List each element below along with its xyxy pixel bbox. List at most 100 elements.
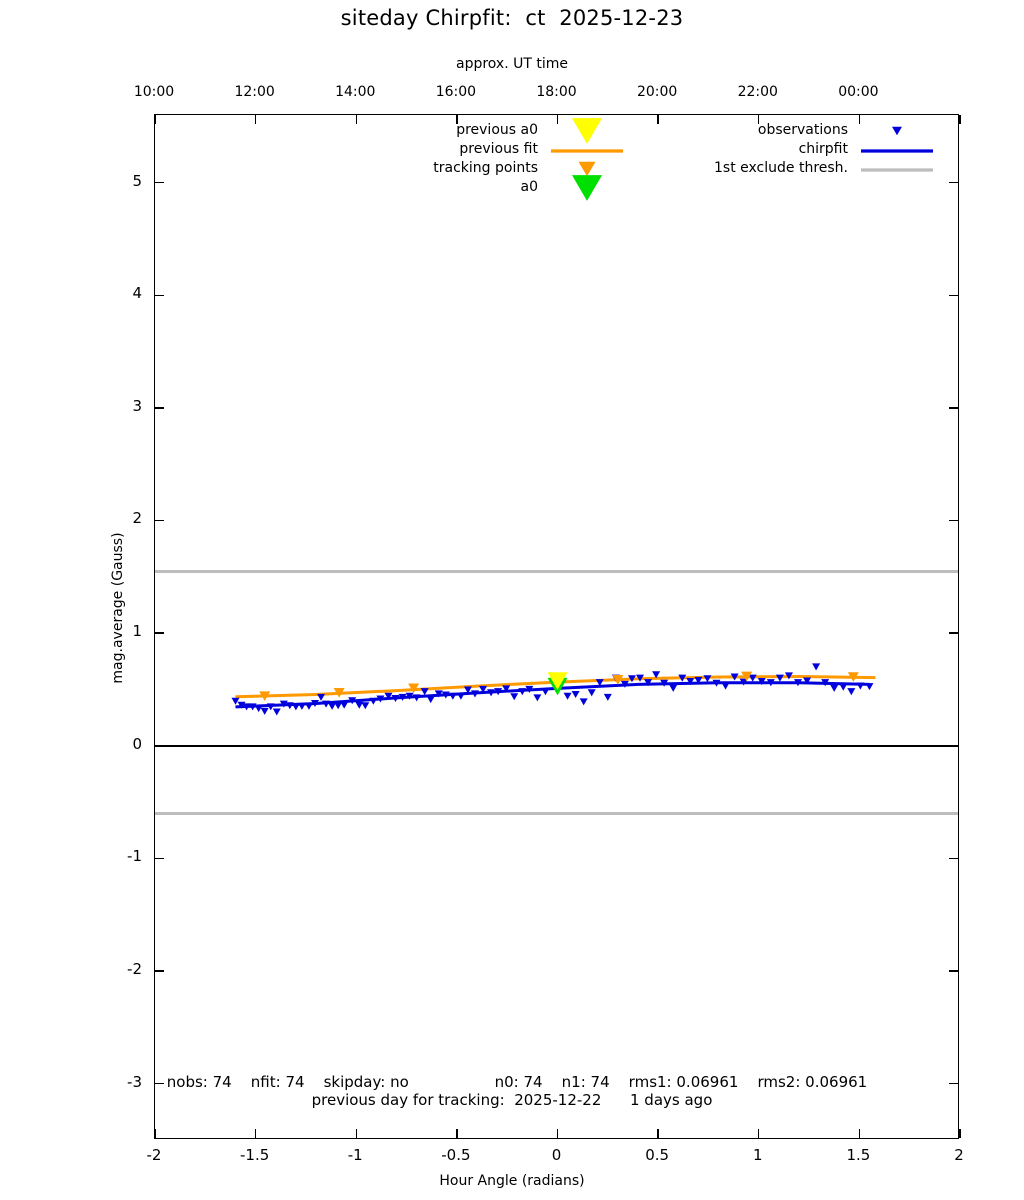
tick-right xyxy=(949,294,958,296)
legend-marker-line xyxy=(855,160,939,179)
observation-marker xyxy=(384,692,393,700)
observation-marker xyxy=(839,683,848,691)
observation-marker xyxy=(739,678,748,686)
observation-marker xyxy=(757,678,766,686)
tick-top xyxy=(456,115,458,124)
observation-marker xyxy=(272,708,281,716)
observation-marker xyxy=(260,707,269,715)
legend-marker-triangle-down-large xyxy=(545,175,629,201)
tracking-point-marker xyxy=(408,683,420,694)
observation-marker xyxy=(571,690,580,699)
tick-left xyxy=(155,294,164,296)
y-tick-label: 0 xyxy=(132,734,142,753)
top-axis-title: approx. UT time xyxy=(456,56,568,72)
legend-label: a0 xyxy=(520,179,539,195)
tick-top xyxy=(858,115,861,124)
tick-left xyxy=(155,181,164,184)
observation-marker xyxy=(494,688,503,696)
observation-marker xyxy=(391,694,400,702)
observation-marker xyxy=(541,688,550,696)
observation-marker xyxy=(595,679,604,687)
observation-marker xyxy=(254,705,263,713)
legend-marker-triangle-down-small xyxy=(545,160,629,179)
observation-marker xyxy=(803,677,812,685)
tick-bottom xyxy=(959,1129,961,1138)
y-tick-labels: -3 -2 -1 0 1 2 3 4 5 xyxy=(100,114,142,1139)
legend-item-chirpfit[interactable]: chirpfit xyxy=(640,141,940,160)
observation-marker xyxy=(348,697,357,705)
observation-marker xyxy=(865,683,874,691)
legend-item-1st-exclude-thresh-[interactable]: 1st exclude thresh. xyxy=(640,160,940,179)
observation-marker xyxy=(376,695,385,703)
top-tick-label: 18:00 xyxy=(536,84,577,100)
tick-right xyxy=(949,181,958,184)
observation-marker xyxy=(420,688,429,696)
legend-marker-triangle-down-large xyxy=(545,118,629,144)
observation-marker xyxy=(830,684,839,692)
tick-bottom xyxy=(858,1129,861,1138)
previous-a0-marker xyxy=(547,672,568,690)
tick-bottom xyxy=(355,1129,357,1138)
x-tick-label: 2 xyxy=(954,1146,964,1164)
observation-marker xyxy=(456,692,465,700)
data-series-layer xyxy=(231,663,876,716)
tracking-point-marker xyxy=(741,671,753,682)
observation-marker xyxy=(322,700,331,708)
y-tick-label: -2 xyxy=(127,960,142,979)
observation-marker xyxy=(766,679,775,687)
x-tick-label: -2 xyxy=(146,1146,162,1164)
observation-marker xyxy=(730,673,739,681)
tick-right xyxy=(949,632,958,634)
legend-left: previous a0 previous fit tracking points a0 xyxy=(330,118,630,201)
observation-marker xyxy=(297,702,306,710)
tracking-point-marker xyxy=(847,672,859,682)
observation-marker xyxy=(748,674,757,682)
stats-line-1: nobs: 74 nfit: 74 skipday: no n0: 74 n1:… xyxy=(166,1073,868,1091)
tick-right xyxy=(949,407,958,409)
legend-label: chirpfit xyxy=(798,141,848,157)
legend-item-observations[interactable]: observations xyxy=(640,122,940,141)
observation-marker xyxy=(434,690,443,698)
observation-marker xyxy=(487,689,496,697)
legend-item-tracking-points[interactable]: tracking points xyxy=(330,160,630,179)
tracking-point-marker xyxy=(612,675,624,685)
tick-bottom xyxy=(456,1129,458,1138)
observation-marker xyxy=(856,682,865,690)
observation-marker xyxy=(266,703,275,711)
observation-marker xyxy=(426,696,435,704)
tick-right xyxy=(949,970,958,972)
observation-marker xyxy=(441,691,450,699)
observation-marker xyxy=(470,690,479,698)
legend-item-previous-fit[interactable]: previous fit xyxy=(330,141,630,160)
observation-marker xyxy=(463,686,472,694)
legend-item-previous-a0[interactable]: previous a0 xyxy=(330,118,630,144)
observation-marker xyxy=(479,685,488,693)
zero-line xyxy=(155,744,958,747)
legend-label: observations xyxy=(757,122,848,138)
x-tick-label: 1 xyxy=(752,1146,763,1164)
x-tick-label: -1.5 xyxy=(239,1146,270,1164)
legend-label: 1st exclude thresh. xyxy=(714,160,848,176)
observation-marker xyxy=(712,679,721,687)
observation-marker xyxy=(563,692,572,700)
stats-line-2: previous day for tracking: 2025-12-22 1 … xyxy=(311,1091,713,1109)
legend-label: previous fit xyxy=(459,141,538,157)
observation-marker xyxy=(279,700,288,708)
legend-label: previous a0 xyxy=(456,122,538,138)
legend-label: tracking points xyxy=(433,160,538,176)
tick-bottom xyxy=(657,1129,659,1138)
legend-item-a0[interactable]: a0 xyxy=(330,175,630,201)
observation-marker xyxy=(821,679,830,687)
observation-marker xyxy=(587,689,596,697)
tick-bottom xyxy=(758,1129,760,1138)
observation-marker xyxy=(660,679,669,687)
observation-marker xyxy=(398,693,407,701)
observation-marker xyxy=(775,674,784,682)
tick-top xyxy=(758,115,760,124)
observation-marker xyxy=(405,692,414,700)
tick-right xyxy=(949,519,958,522)
x-tick-label: -0.5 xyxy=(441,1146,471,1164)
observation-marker xyxy=(340,701,349,709)
observation-marker xyxy=(304,702,313,710)
top-tick-label: 16:00 xyxy=(435,84,477,100)
